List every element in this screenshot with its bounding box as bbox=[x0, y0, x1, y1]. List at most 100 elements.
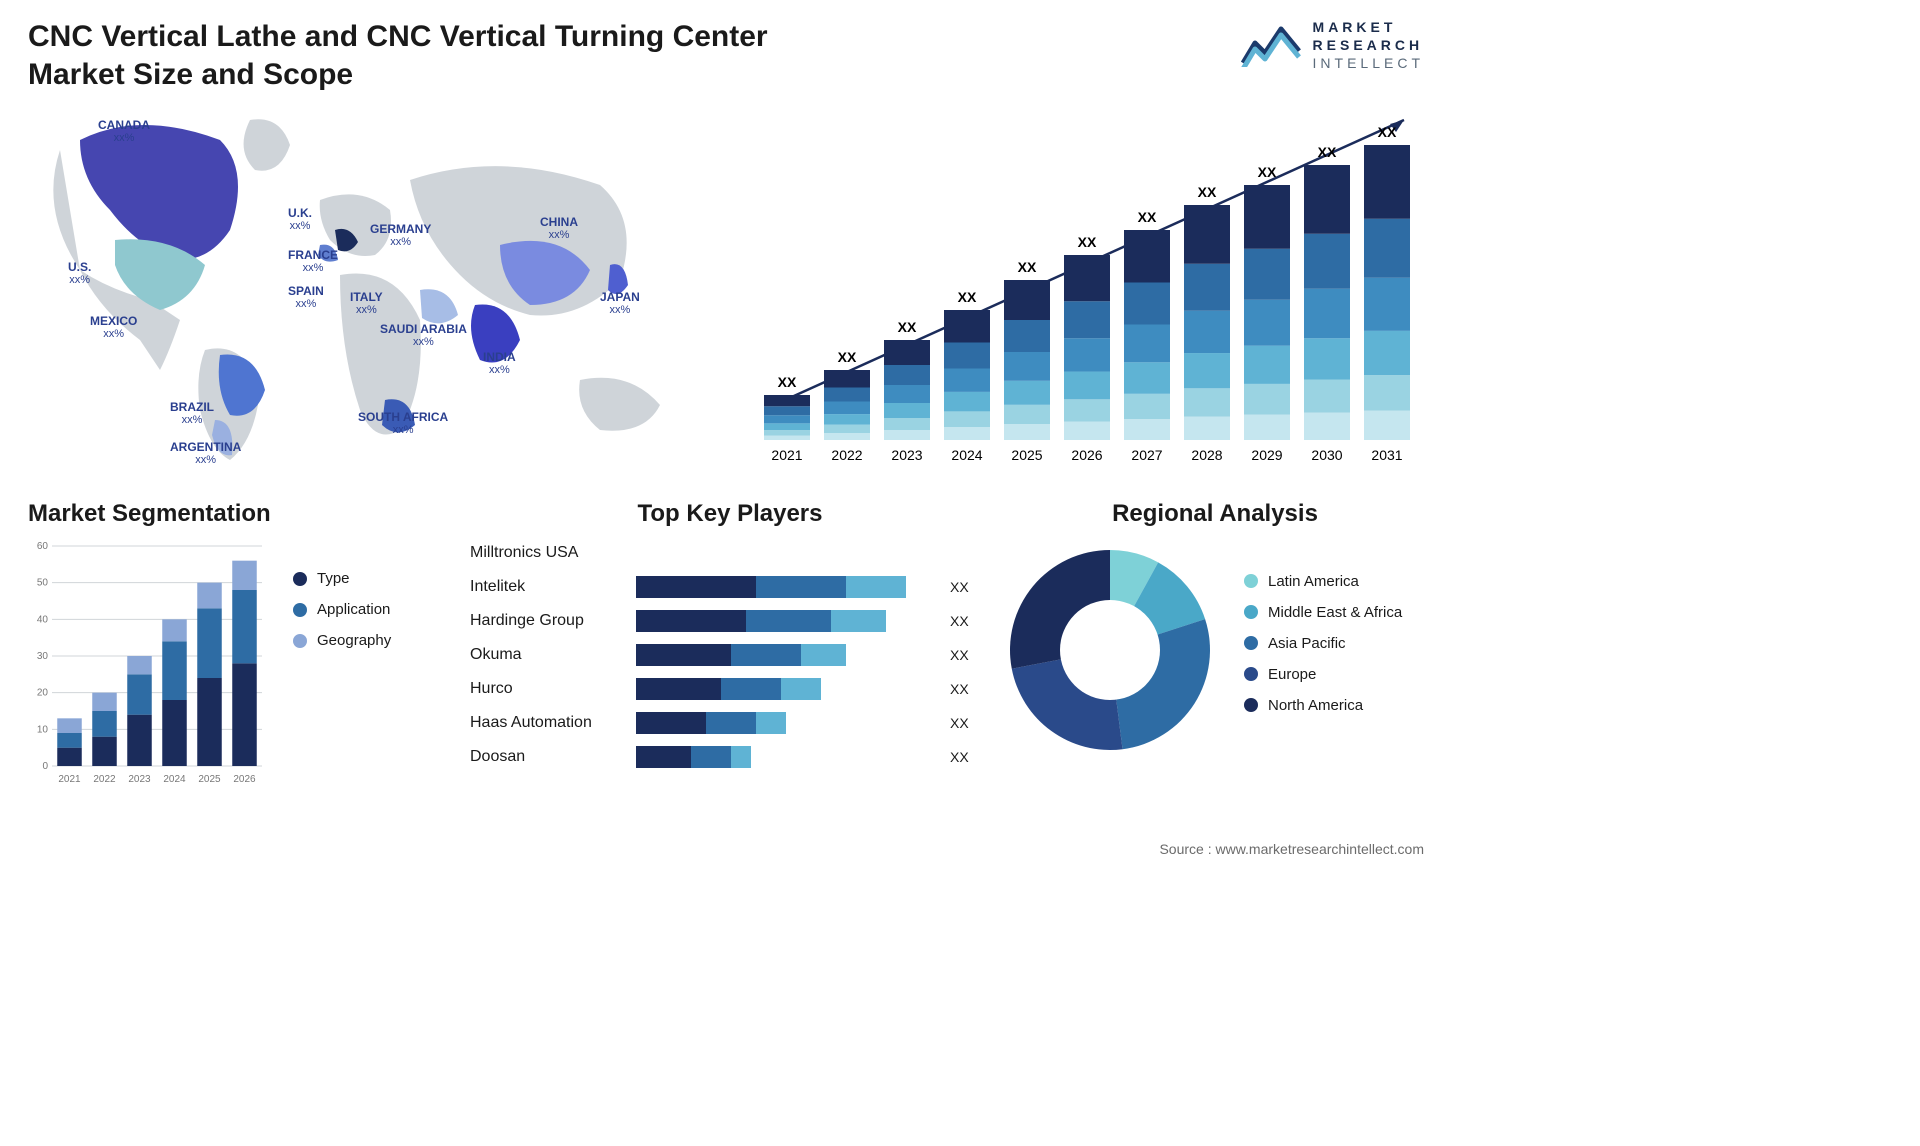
segmentation-legend: TypeApplicationGeography bbox=[293, 570, 391, 663]
player-bar bbox=[636, 644, 944, 666]
region-block: Regional Analysis Latin America Middle Ea… bbox=[1000, 500, 1430, 760]
player-value: XX bbox=[950, 681, 990, 697]
segmentation-title: Market Segmentation bbox=[28, 500, 448, 528]
map-label: U.K.xx% bbox=[288, 206, 312, 234]
player-value: XX bbox=[950, 579, 990, 595]
legend-item: Europe bbox=[1244, 666, 1402, 683]
player-value: XX bbox=[950, 749, 990, 765]
map-label: BRAZILxx% bbox=[170, 400, 214, 428]
player-name: Milltronics USA bbox=[470, 544, 630, 562]
player-value: XX bbox=[950, 715, 990, 731]
player-row: Intelitek XX bbox=[470, 570, 990, 604]
source-label: Source : www.marketresearchintellect.com bbox=[1159, 841, 1424, 857]
svg-text:20: 20 bbox=[37, 688, 49, 699]
legend-item: North America bbox=[1244, 697, 1402, 714]
region-title: Regional Analysis bbox=[1000, 500, 1430, 528]
player-row: Doosan XX bbox=[470, 740, 990, 774]
player-row: Haas Automation XX bbox=[470, 706, 990, 740]
legend-item: Application bbox=[293, 601, 391, 618]
svg-text:2029: 2029 bbox=[1251, 447, 1282, 463]
player-row: Hardinge Group XX bbox=[470, 604, 990, 638]
svg-text:2031: 2031 bbox=[1371, 447, 1402, 463]
map-label: ITALYxx% bbox=[350, 290, 383, 318]
legend-item: Middle East & Africa bbox=[1244, 604, 1402, 621]
player-value: XX bbox=[950, 613, 990, 629]
map-label: U.S.xx% bbox=[68, 260, 91, 288]
players-title: Top Key Players bbox=[470, 500, 990, 528]
map-label: JAPANxx% bbox=[600, 290, 640, 318]
svg-text:2027: 2027 bbox=[1131, 447, 1162, 463]
brand-logo: MARKET RESEARCH INTELLECT bbox=[1241, 18, 1424, 73]
svg-text:XX: XX bbox=[838, 349, 857, 365]
svg-text:XX: XX bbox=[1198, 184, 1217, 200]
growth-svg: XX 2021 XX 2022 XX 2023 XX 2024 XX 2025 XX 2026 XX 20… bbox=[760, 100, 1420, 470]
player-value: XX bbox=[950, 647, 990, 663]
legend-item: Asia Pacific bbox=[1244, 635, 1402, 652]
svg-text:XX: XX bbox=[778, 374, 797, 390]
map-label: ARGENTINAxx% bbox=[170, 440, 241, 468]
map-label: FRANCExx% bbox=[288, 248, 338, 276]
svg-text:40: 40 bbox=[37, 614, 49, 625]
player-bar bbox=[636, 712, 944, 734]
player-bar bbox=[636, 576, 944, 598]
player-bar bbox=[636, 678, 944, 700]
segmentation-chart: 0102030405060202120222023202420252026 bbox=[28, 540, 268, 790]
map-label: INDIAxx% bbox=[483, 350, 516, 378]
legend-item: Geography bbox=[293, 632, 391, 649]
player-name: Hurco bbox=[470, 680, 630, 698]
svg-text:XX: XX bbox=[958, 289, 977, 305]
map-label: SAUDI ARABIAxx% bbox=[380, 322, 467, 350]
player-name: Hardinge Group bbox=[470, 612, 630, 630]
map-label: SOUTH AFRICAxx% bbox=[358, 410, 448, 438]
map-label: MEXICOxx% bbox=[90, 314, 137, 342]
legend-item: Latin America bbox=[1244, 573, 1402, 590]
svg-text:XX: XX bbox=[1318, 144, 1337, 160]
player-bar bbox=[636, 542, 944, 564]
growth-chart: XX 2021 XX 2022 XX 2023 XX 2024 XX 2025 XX 2026 XX 20… bbox=[760, 100, 1420, 470]
region-legend: Latin America Middle East & Africa Asia Pa… bbox=[1244, 573, 1402, 728]
page-title: CNC Vertical Lathe and CNC Vertical Turn… bbox=[28, 18, 808, 93]
player-row: Hurco XX bbox=[470, 672, 990, 706]
svg-text:2024: 2024 bbox=[163, 774, 186, 785]
segmentation-block: Market Segmentation 0 10 20 30 40 50 60 2021 202… bbox=[28, 500, 448, 795]
player-bar bbox=[636, 746, 944, 768]
svg-text:10: 10 bbox=[37, 724, 49, 735]
svg-text:60: 60 bbox=[37, 541, 49, 552]
svg-text:2022: 2022 bbox=[93, 774, 116, 785]
players-list: Milltronics USAIntelitekXXHardinge Group… bbox=[470, 536, 990, 774]
svg-text:XX: XX bbox=[898, 319, 917, 335]
svg-text:2028: 2028 bbox=[1191, 447, 1222, 463]
world-map: CANADAxx% U.S.xx% MEXICOxx% BRAZILxx% ARGENT… bbox=[20, 90, 720, 470]
svg-text:2026: 2026 bbox=[233, 774, 256, 785]
svg-text:XX: XX bbox=[1018, 259, 1037, 275]
svg-text:2021: 2021 bbox=[58, 774, 81, 785]
player-name: Haas Automation bbox=[470, 714, 630, 732]
map-label: CHINAxx% bbox=[540, 215, 578, 243]
svg-text:2023: 2023 bbox=[891, 447, 922, 463]
svg-text:2024: 2024 bbox=[951, 447, 982, 463]
player-row: Milltronics USA bbox=[470, 536, 990, 570]
players-block: Top Key Players Milltronics USA Intelitek… bbox=[470, 500, 990, 774]
svg-text:2022: 2022 bbox=[831, 447, 862, 463]
player-name: Doosan bbox=[470, 748, 630, 766]
svg-text:2021: 2021 bbox=[771, 447, 802, 463]
svg-text:30: 30 bbox=[37, 651, 49, 662]
logo-icon bbox=[1241, 23, 1301, 67]
svg-text:50: 50 bbox=[37, 578, 49, 589]
region-donut bbox=[1000, 540, 1220, 760]
svg-text:2030: 2030 bbox=[1311, 447, 1342, 463]
svg-text:2025: 2025 bbox=[1011, 447, 1042, 463]
svg-text:0: 0 bbox=[42, 761, 48, 772]
svg-text:2023: 2023 bbox=[128, 774, 151, 785]
map-label: GERMANYxx% bbox=[370, 222, 431, 250]
svg-text:XX: XX bbox=[1138, 209, 1157, 225]
map-label: CANADAxx% bbox=[98, 118, 150, 146]
svg-text:XX: XX bbox=[1378, 124, 1397, 140]
svg-text:XX: XX bbox=[1258, 164, 1277, 180]
player-name: Okuma bbox=[470, 646, 630, 664]
map-label: SPAINxx% bbox=[288, 284, 324, 312]
player-name: Intelitek bbox=[470, 578, 630, 596]
svg-text:2026: 2026 bbox=[1071, 447, 1102, 463]
player-bar bbox=[636, 610, 944, 632]
player-row: Okuma XX bbox=[470, 638, 990, 672]
